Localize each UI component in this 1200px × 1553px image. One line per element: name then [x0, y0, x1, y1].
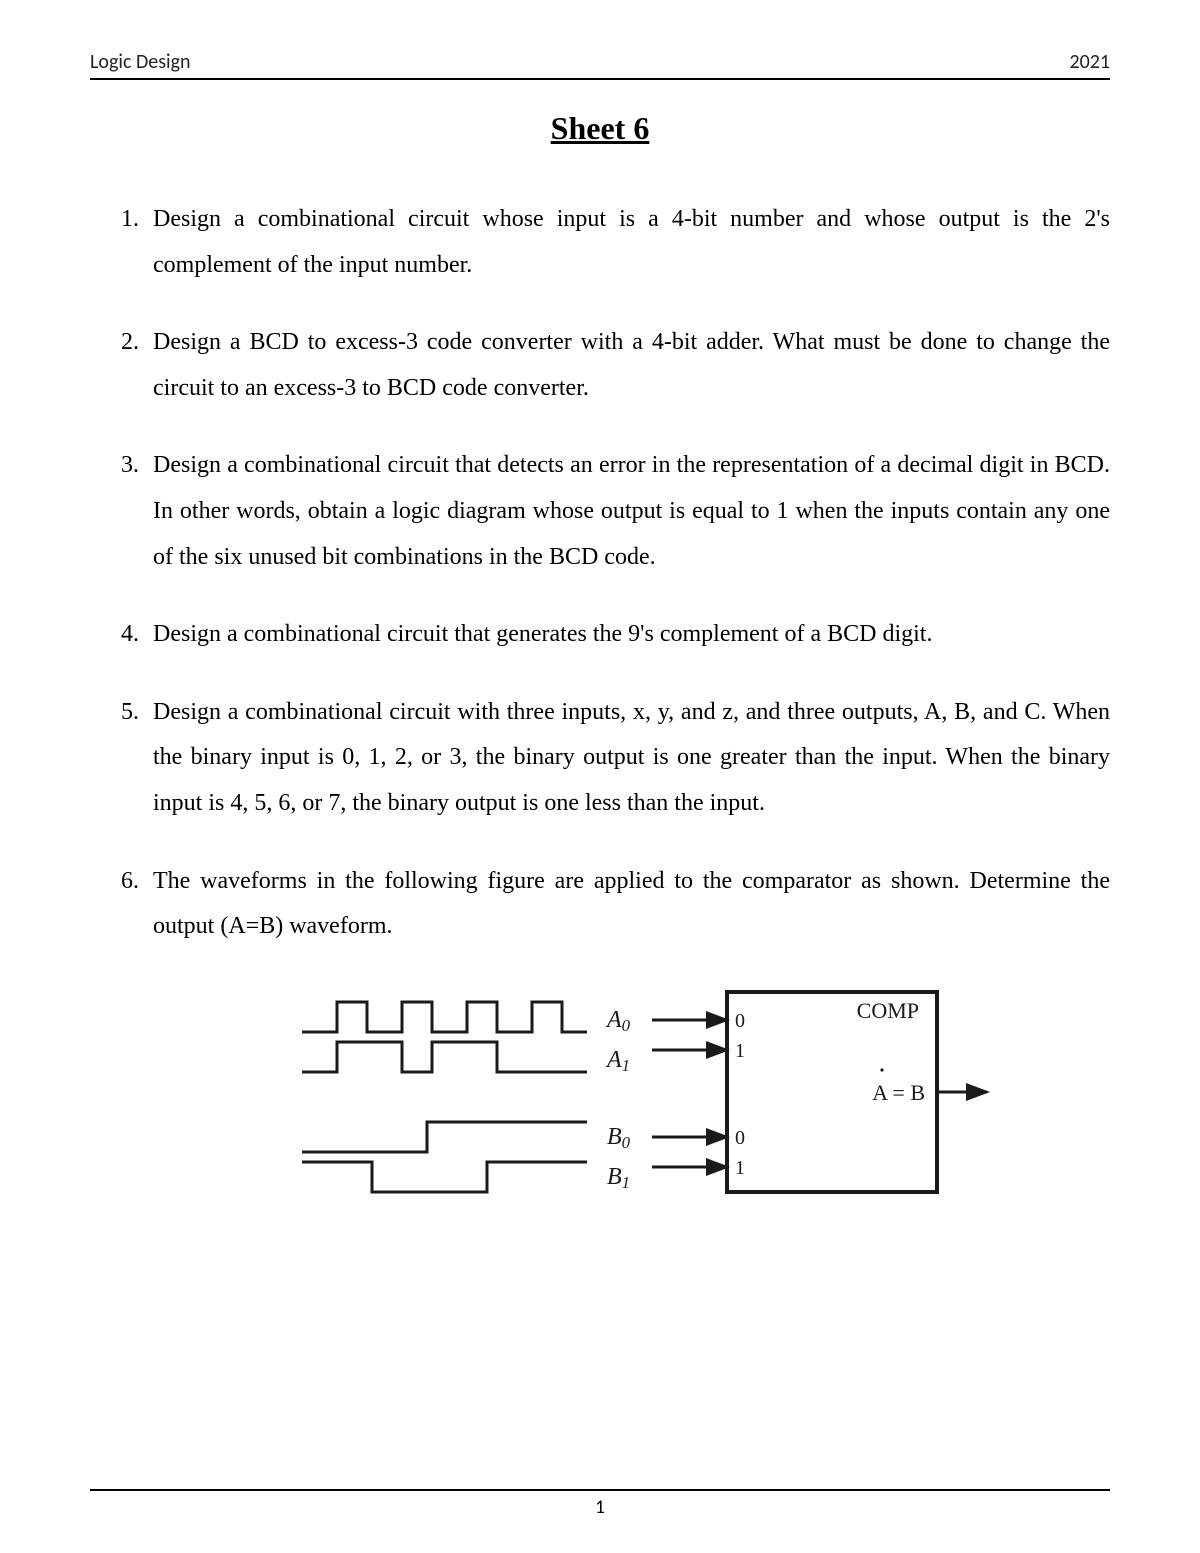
svg-text:0: 0: [735, 1010, 745, 1032]
svg-text:A1: A1: [605, 1047, 630, 1075]
svg-text:0: 0: [735, 1127, 745, 1149]
question-item: Design a combinational circuit that gene…: [145, 612, 1110, 658]
question-item: Design a combinational circuit that dete…: [145, 443, 1110, 580]
header-course: Logic Design: [90, 50, 191, 74]
header-year: 2021: [1069, 50, 1110, 74]
svg-text:1: 1: [735, 1157, 745, 1179]
question-list: Design a combinational circuit whose inp…: [90, 197, 1110, 1232]
svg-text:1: 1: [735, 1040, 745, 1062]
header-bar: Logic Design 2021: [90, 50, 1110, 80]
question-text: The waveforms in the following figure ar…: [153, 868, 1110, 940]
footer-rule: [90, 1489, 1110, 1491]
page-title: Sheet 6: [90, 110, 1110, 147]
svg-text:A0: A0: [605, 1007, 631, 1035]
page-container: Logic Design 2021 Sheet 6 Design a combi…: [0, 0, 1200, 1553]
question-item: The waveforms in the following figure ar…: [145, 859, 1110, 1232]
svg-text:B1: B1: [607, 1164, 630, 1192]
svg-text:B0: B0: [607, 1124, 631, 1152]
comparator-figure: A0 A1 B0 B1 0 1 0 1 COMP A = B: [272, 972, 992, 1232]
question-item: Design a combinational circuit whose inp…: [145, 197, 1110, 288]
page-number: 1: [0, 1496, 1200, 1519]
svg-text:COMP: COMP: [856, 998, 918, 1023]
svg-text:A = B: A = B: [872, 1080, 925, 1105]
figure-container: A0 A1 B0 B1 0 1 0 1 COMP A = B: [153, 972, 1110, 1232]
question-item: Design a combinational circuit with thre…: [145, 690, 1110, 827]
question-item: Design a BCD to excess-3 code converter …: [145, 320, 1110, 411]
